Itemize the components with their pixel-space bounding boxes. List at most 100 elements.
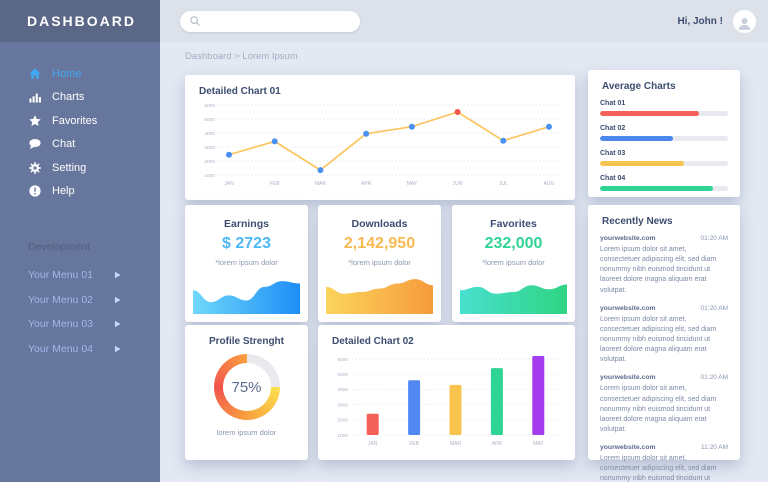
svg-text:JAN: JAN — [368, 441, 378, 447]
search-icon — [189, 15, 201, 27]
recently-news-card: Recently News yourwebsite.com 01:20 AM Lor… — [588, 205, 740, 482]
progress-fill — [600, 111, 699, 116]
app-title: DASHBOARD — [27, 13, 136, 29]
stat-title: Earnings — [224, 218, 269, 230]
downloads-card: Downloads 2,142,950 *lorem ipsum dolor — [318, 205, 441, 322]
dev-menu-label: Your Menu 01 — [28, 269, 93, 282]
play-icon — [113, 344, 122, 354]
news-time: 01:20 AM — [700, 374, 728, 382]
topbar: Hi, John ! — [160, 0, 768, 42]
stat-value: 2,142,950 — [343, 235, 416, 252]
stat-value: 232,000 — [484, 235, 543, 252]
sidebar-item-your-menu-03[interactable]: Your Menu 03 — [0, 312, 160, 337]
svg-text:FEB: FEB — [270, 181, 280, 187]
svg-text:AUG: AUG — [544, 181, 555, 187]
sidebar-item-your-menu-04[interactable]: Your Menu 04 — [0, 337, 160, 362]
progress-track — [600, 111, 728, 116]
search-bar[interactable] — [180, 10, 360, 32]
svg-text:MAR: MAR — [450, 441, 462, 447]
detailed-chart-02-card: Detailed Chart 02 6000 5000 4000 3000 2000 10… — [318, 325, 575, 460]
donut-subtitle: lorem ipsum dolor — [216, 428, 277, 437]
dev-menu-label: Your Menu 03 — [28, 318, 93, 331]
svg-text:5000: 5000 — [337, 372, 348, 378]
sidebar-item-setting[interactable]: Setting — [0, 156, 160, 180]
news-item: yourwebsite.com 01:20 AM Lorem ipsum dolor… — [600, 374, 728, 435]
progress-item-chat-03: Chat 03 — [600, 150, 728, 166]
avatar[interactable] — [733, 9, 756, 33]
stat-subtitle: *lorem ipsum dolor — [348, 258, 411, 267]
progress-track — [600, 186, 728, 191]
news-item: yourwebsite.com 01:20 AM Lorem ipsum dolor… — [600, 235, 728, 296]
stat-title: Favorites — [490, 218, 537, 230]
area-sparkline — [326, 279, 433, 314]
sidebar-item-help[interactable]: Help — [0, 180, 160, 204]
sidebar-item-label: Home — [52, 67, 82, 80]
svg-text:MAR: MAR — [315, 181, 327, 187]
bar-chart-icon — [28, 90, 42, 104]
star-icon — [28, 114, 42, 128]
area-sparkline — [460, 284, 567, 314]
dev-menu-label: Your Menu 04 — [28, 342, 93, 355]
user-menu[interactable]: Hi, John ! — [677, 9, 756, 33]
sidebar-item-home[interactable]: Home — [0, 62, 160, 86]
progress-fill — [600, 186, 713, 191]
news-source: yourwebsite.com — [600, 235, 656, 242]
sidebar-item-your-menu-01[interactable]: Your Menu 01 — [0, 263, 160, 288]
progress-label: Chat 04 — [600, 175, 626, 182]
gear-icon — [28, 161, 42, 175]
news-text: Lorem ipsum dolor sit amet, consectetuer… — [600, 385, 717, 433]
svg-text:4000: 4000 — [337, 387, 348, 393]
svg-text:4000: 4000 — [204, 131, 215, 137]
news-time: 01:20 AM — [700, 304, 728, 312]
svg-text:FEB: FEB — [409, 441, 419, 447]
bar-chart: 6000 5000 4000 3000 2000 1000 JAN FEB MAR APR MAY — [337, 355, 559, 447]
breadcrumb[interactable]: Dashboard > Lorem Ipsum — [185, 51, 298, 62]
earnings-card: Earnings $ 2723 *lorem ipsum dolor — [185, 205, 308, 322]
sidebar-item-label: Help — [52, 185, 75, 198]
home-icon — [28, 67, 42, 81]
sidebar-item-favorites[interactable]: Favorites — [0, 109, 160, 133]
svg-text:1000: 1000 — [337, 433, 348, 439]
svg-text:MAY: MAY — [407, 181, 418, 187]
chat-icon — [28, 137, 42, 151]
progress-label: Chat 03 — [600, 150, 626, 157]
svg-text:3000: 3000 — [204, 145, 215, 151]
app-logo: DASHBOARD — [0, 0, 160, 42]
news-text: Lorem ipsum dolor sit amet, consectetuer… — [600, 455, 717, 482]
sidebar-item-chat[interactable]: Chat — [0, 133, 160, 157]
stat-subtitle: *lorem ipsum dolor — [215, 258, 278, 267]
user-greeting: Hi, John ! — [677, 15, 723, 27]
progress-fill — [600, 161, 685, 166]
sidebar-item-label: Favorites — [52, 114, 98, 127]
progress-label: Chat 02 — [600, 125, 626, 132]
detailed-chart-01-card: Detailed Chart 01 6000 5000 4000 3000 2000 10… — [185, 75, 575, 200]
svg-text:JAN: JAN — [224, 181, 234, 187]
news-item: yourwebsite.com 11:20 AM Lorem ipsum dolor… — [600, 444, 728, 482]
news-list: yourwebsite.com 01:20 AM Lorem ipsum dolor… — [588, 227, 740, 482]
user-icon — [738, 17, 751, 30]
stat-subtitle: *lorem ipsum dolor — [482, 258, 545, 267]
sidebar-item-your-menu-02[interactable]: Your Menu 02 — [0, 288, 160, 313]
card-title: Recently News — [602, 216, 673, 227]
news-source: yourwebsite.com — [600, 374, 656, 382]
stat-title: Downloads — [351, 218, 408, 230]
progress-list: Chat 01 Chat 02 Chat 03 Chat 04 — [588, 92, 740, 191]
sidebar-item-charts[interactable]: Charts — [0, 86, 160, 110]
svg-text:6000: 6000 — [204, 103, 215, 109]
play-icon — [113, 295, 122, 305]
card-title: Average Charts — [602, 81, 676, 92]
svg-text:JUL: JUL — [499, 181, 508, 187]
card-title: Profile Strenght — [208, 336, 284, 347]
svg-text:5000: 5000 — [204, 117, 215, 123]
profile-strength-card: Profile Strenght 75% lorem ipsum dolor — [185, 325, 308, 460]
help-icon — [28, 184, 42, 198]
svg-text:1000: 1000 — [204, 173, 215, 179]
play-icon — [113, 270, 122, 280]
sidebar: DASHBOARD Home Charts Favorites Chat Setting… — [0, 0, 160, 482]
sidebar-nav: Home Charts Favorites Chat Setting Help — [0, 62, 160, 203]
search-input[interactable] — [207, 14, 351, 28]
donut-percent: 75% — [231, 378, 262, 396]
news-time: 11:20 AM — [701, 444, 728, 452]
news-source: yourwebsite.com — [600, 304, 656, 312]
news-header: yourwebsite.com 11:20 AM — [600, 444, 728, 451]
